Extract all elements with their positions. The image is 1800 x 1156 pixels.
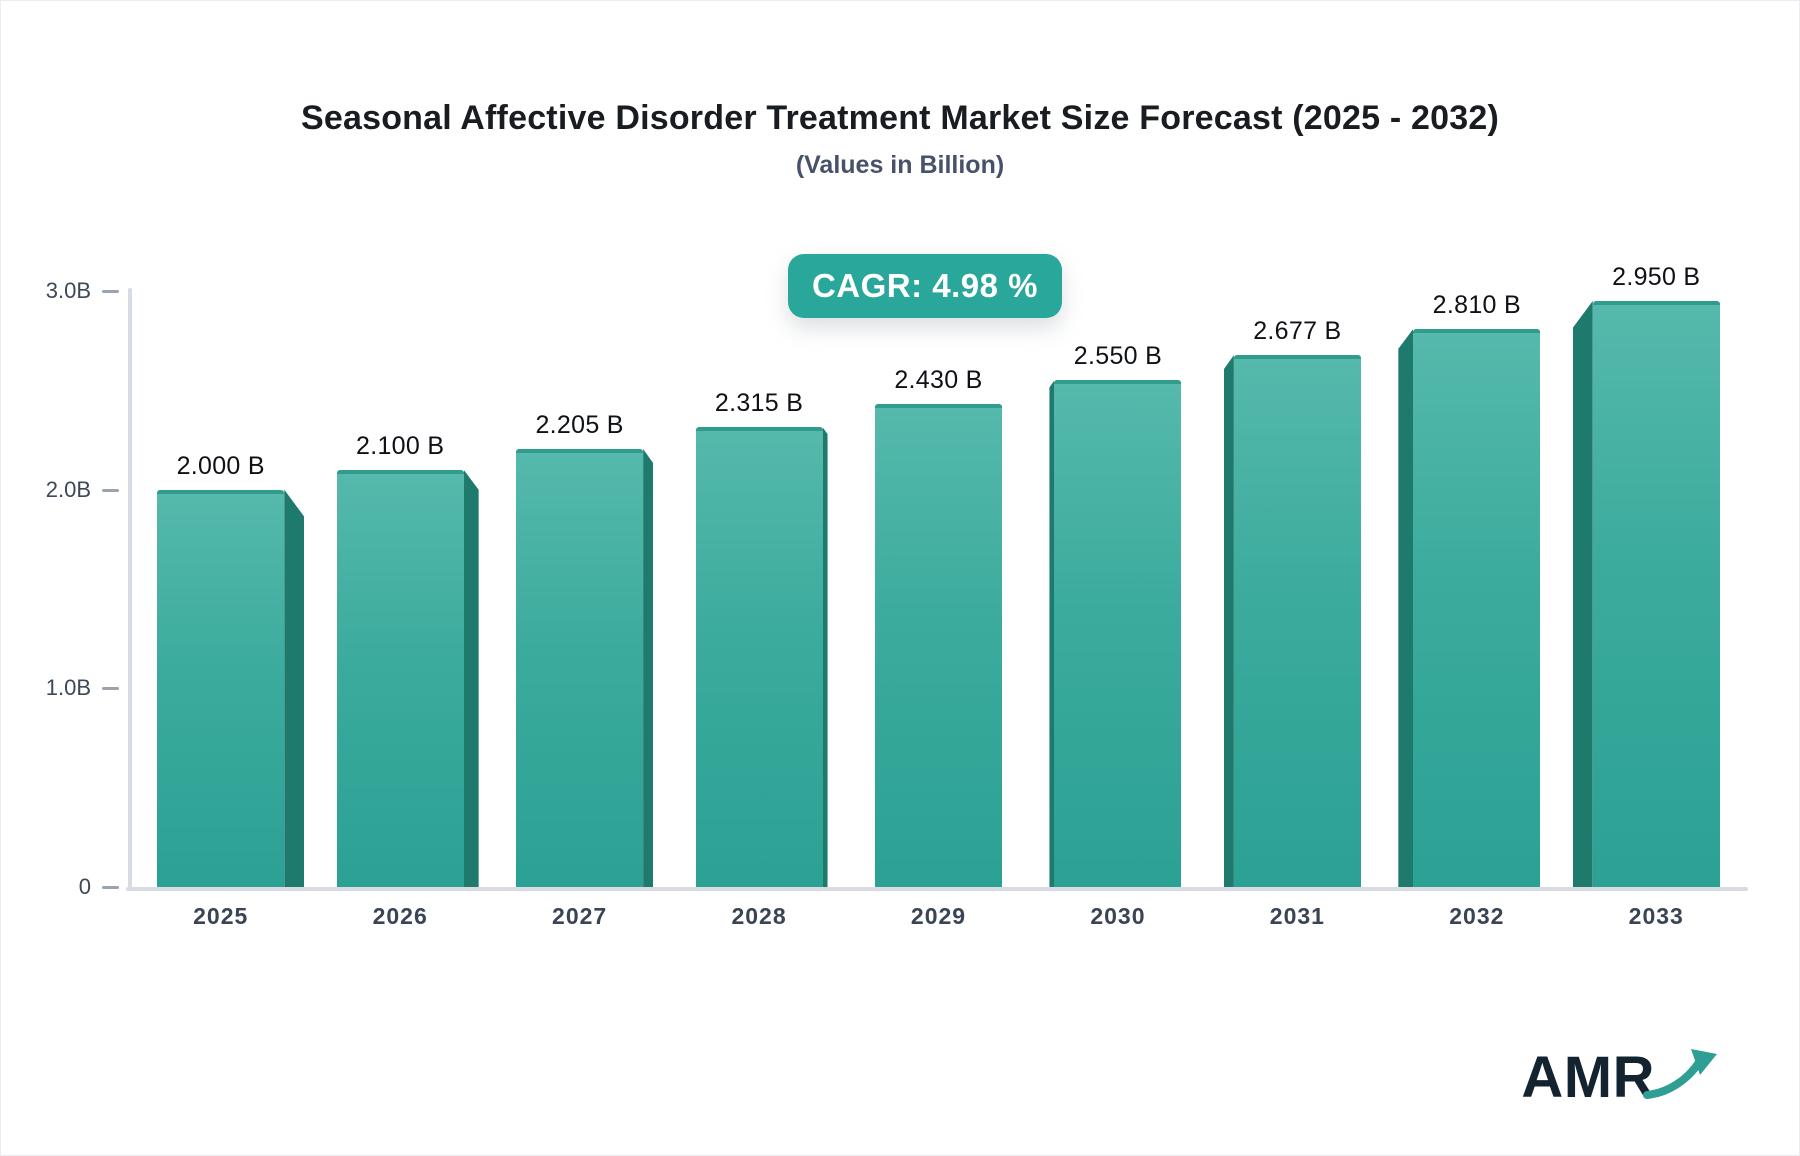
x-axis-category-label: 2033: [1628, 903, 1684, 929]
y-tick-label: 0: [78, 874, 91, 899]
bar-2025: [157, 489, 285, 887]
y-tick-mark: [102, 488, 119, 492]
bar-side-face-2030: [1049, 380, 1055, 887]
bar-2027: [516, 448, 644, 887]
chart-title: Seasonal Affective Disorder Treatment Ma…: [301, 99, 1499, 137]
bar-value-label: 2.100 B: [356, 431, 445, 460]
x-axis-category-label: 2026: [372, 903, 428, 929]
y-tick-mark: [102, 290, 119, 293]
bar-value-label: 2.000 B: [176, 451, 265, 480]
bar-value-label: 2.315 B: [714, 389, 804, 418]
x-axis-category-label: 2029: [910, 903, 967, 929]
bar-side-face-2025: [284, 489, 305, 887]
bar-side-face-2026: [463, 469, 479, 887]
bar-value-label: 2.677 B: [1253, 317, 1342, 346]
bar-value-label: 2.950 B: [1612, 262, 1701, 291]
bar-2026: [336, 469, 464, 887]
amr-logo: AMR: [1521, 1049, 1721, 1107]
y-tick-label: 1.0B: [45, 675, 91, 701]
bar-side-face-2031: [1223, 355, 1234, 887]
x-axis-category-label: 2025: [193, 903, 249, 929]
bar-side-face-2033: [1572, 300, 1593, 887]
bar-value-label: 2.205 B: [535, 410, 624, 439]
bar-side-face-2027: [643, 448, 654, 887]
y-tick-mark: [102, 687, 119, 691]
x-axis-category-label: 2028: [731, 903, 787, 929]
bar-2030: [1054, 380, 1182, 887]
cagr-badge: CAGR: 4.98 %: [788, 254, 1062, 318]
bar-side-face-2032: [1398, 328, 1414, 887]
trend-up-arrow-icon: [1643, 1049, 1717, 1099]
x-axis-category-label: 2027: [552, 903, 608, 929]
bar-2032: [1413, 328, 1541, 887]
bar-side-face-2028: [822, 427, 828, 887]
bar-value-label: 2.430 B: [894, 366, 983, 395]
bar-2028: [695, 427, 823, 887]
y-tick-label: 3.0B: [45, 278, 91, 303]
bar-2033: [1592, 300, 1720, 887]
x-axis-category-label: 2030: [1090, 903, 1146, 929]
amr-logo-text: AMR: [1521, 1045, 1655, 1110]
y-tick-mark: [102, 886, 119, 889]
x-axis-line: [126, 887, 1748, 891]
x-axis-category-label: 2032: [1449, 903, 1505, 929]
y-tick-label: 2.0B: [45, 476, 91, 502]
x-axis-category-label: 2031: [1269, 903, 1325, 929]
bar-2029: [875, 404, 1002, 887]
y-axis-line: [128, 288, 132, 890]
bar-2031: [1233, 355, 1361, 887]
bar-value-label: 2.810 B: [1432, 290, 1521, 319]
chart-subtitle: (Values in Billion): [795, 151, 1005, 179]
cagr-badge-label: CAGR: 4.98 %: [811, 267, 1039, 304]
bar-value-label: 2.550 B: [1073, 342, 1163, 371]
